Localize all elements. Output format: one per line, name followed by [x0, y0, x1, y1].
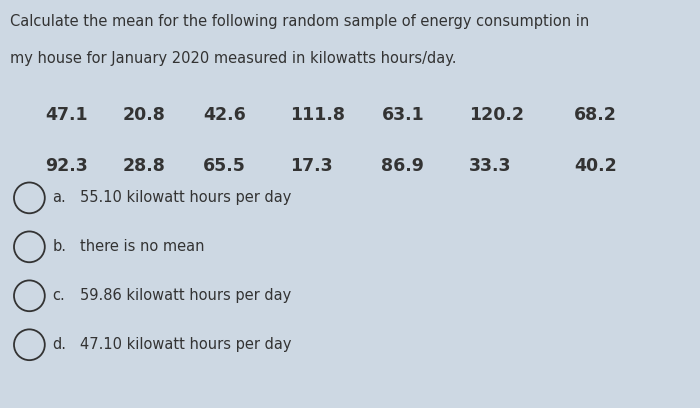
Text: d.: d.	[52, 337, 66, 352]
Text: 92.3: 92.3	[46, 157, 88, 175]
Text: b.: b.	[52, 239, 66, 254]
Text: my house for January 2020 measured in kilowatts hours/day.: my house for January 2020 measured in ki…	[10, 51, 457, 66]
Text: 111.8: 111.8	[290, 106, 346, 124]
Text: 47.10 kilowatt hours per day: 47.10 kilowatt hours per day	[80, 337, 292, 352]
Text: Calculate the mean for the following random sample of energy consumption in: Calculate the mean for the following ran…	[10, 14, 589, 29]
Text: 28.8: 28.8	[122, 157, 165, 175]
Text: 17.3: 17.3	[290, 157, 333, 175]
Text: 120.2: 120.2	[469, 106, 524, 124]
Text: 86.9: 86.9	[382, 157, 424, 175]
Text: 63.1: 63.1	[382, 106, 424, 124]
Text: 59.86 kilowatt hours per day: 59.86 kilowatt hours per day	[80, 288, 292, 303]
Text: c.: c.	[52, 288, 65, 303]
Text: 40.2: 40.2	[574, 157, 617, 175]
Text: there is no mean: there is no mean	[80, 239, 205, 254]
Text: 68.2: 68.2	[574, 106, 617, 124]
Text: 47.1: 47.1	[46, 106, 88, 124]
Text: a.: a.	[52, 191, 66, 205]
Text: 55.10 kilowatt hours per day: 55.10 kilowatt hours per day	[80, 191, 292, 205]
Text: 65.5: 65.5	[203, 157, 246, 175]
Text: 33.3: 33.3	[469, 157, 512, 175]
Text: 42.6: 42.6	[203, 106, 246, 124]
Text: 20.8: 20.8	[122, 106, 165, 124]
